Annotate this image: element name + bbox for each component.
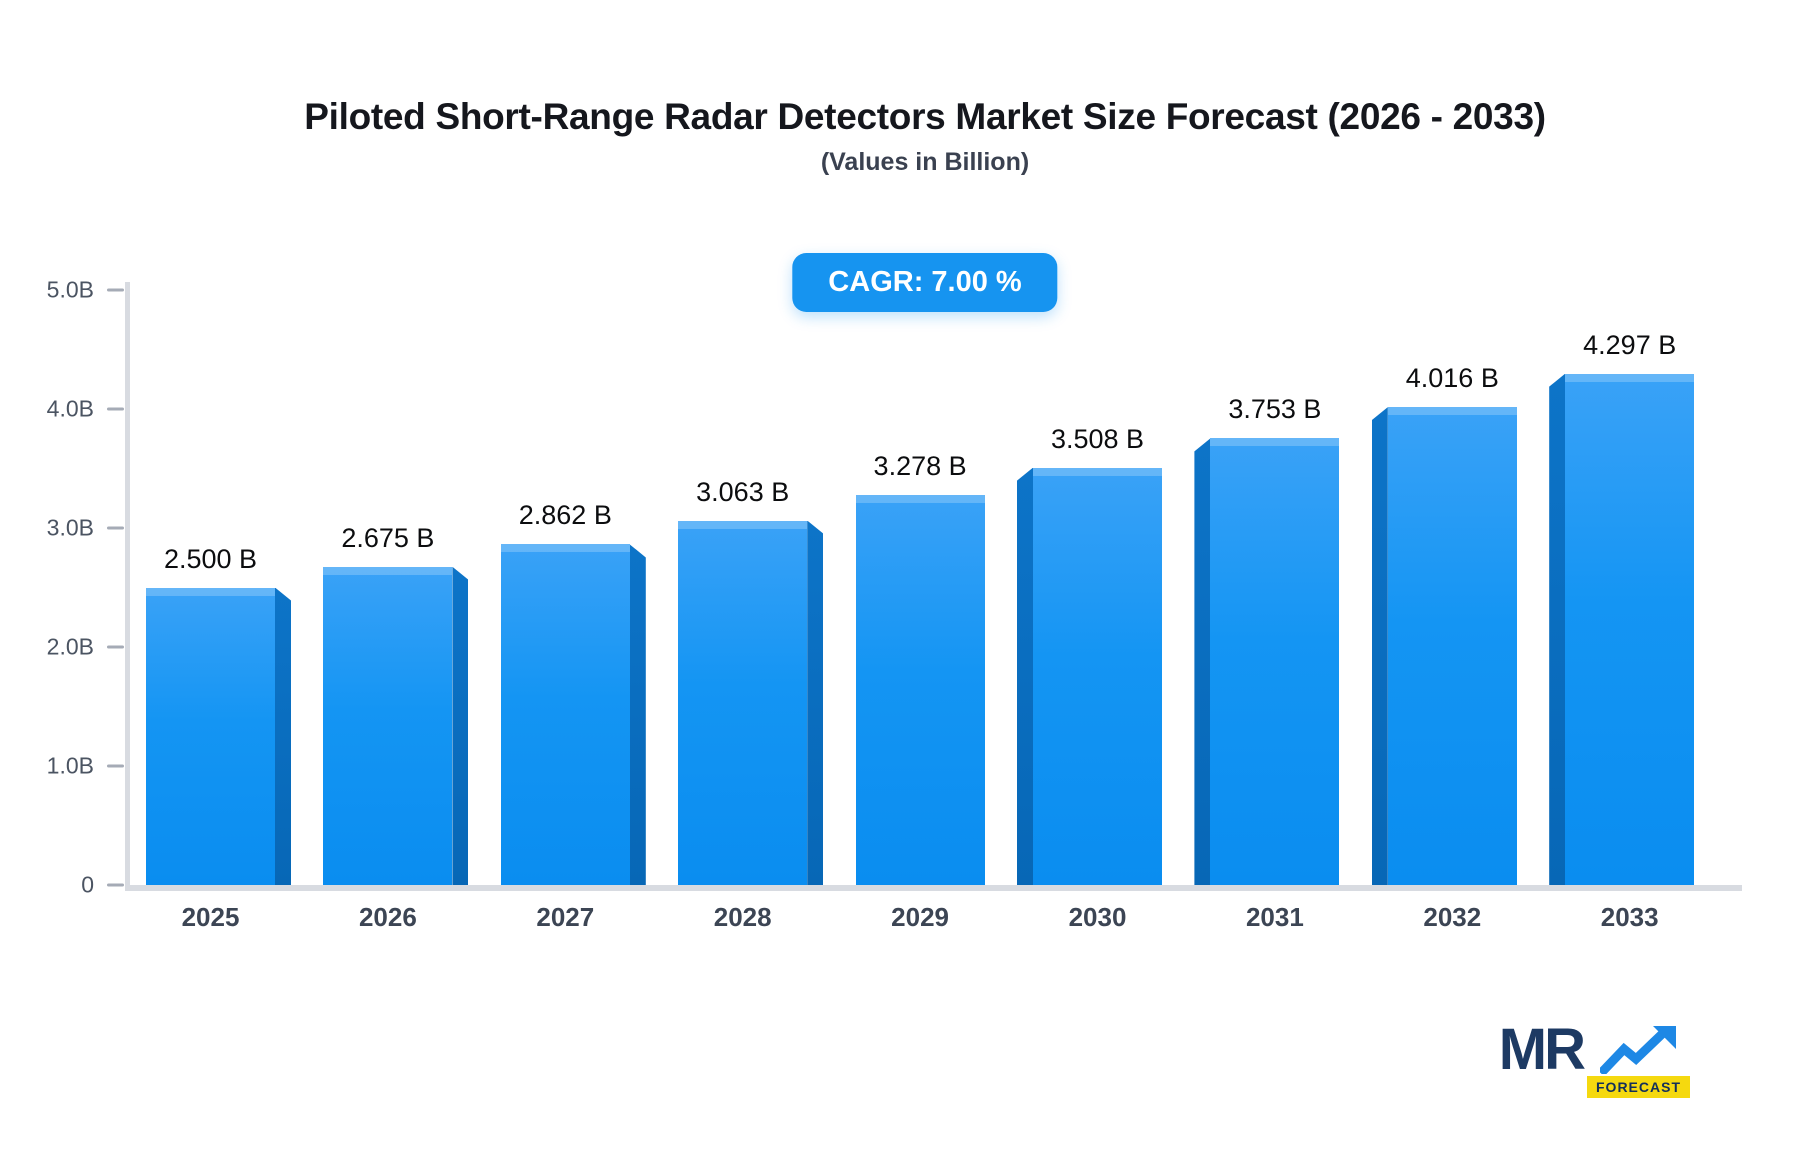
y-tick-label: 4.0B xyxy=(46,395,94,422)
logo-right-block: FORECAST xyxy=(1587,1024,1690,1098)
x-label-2031: 2031 xyxy=(1245,902,1304,932)
y-tick-label: 0 xyxy=(81,871,94,898)
cagr-badge: CAGR: 7.00 % xyxy=(792,253,1058,312)
y-tick-label: 1.0B xyxy=(46,752,94,779)
bar-face-2030 xyxy=(1033,467,1162,885)
y-tick-dash xyxy=(107,764,124,768)
y-tick-label: 2.0B xyxy=(46,633,94,660)
bar-face-2028 xyxy=(678,520,808,885)
y-tick-dash xyxy=(107,288,124,292)
value-label-2029: 3.278 B xyxy=(873,450,967,481)
y-tick-4.0B: 4.0B xyxy=(0,396,124,423)
x-label-2025: 2025 xyxy=(181,902,240,932)
value-label-2025: 2.500 B xyxy=(163,543,258,574)
y-tick-dash xyxy=(107,883,124,887)
bar-face-2031 xyxy=(1210,438,1340,885)
value-label-2032: 4.016 B xyxy=(1405,363,1499,394)
mr-forecast-logo: MR FORECAST xyxy=(1498,1017,1690,1098)
y-tick-label: 3.0B xyxy=(46,514,94,541)
y-tick-1.0B: 1.0B xyxy=(0,753,124,780)
logo-mr-text: MR xyxy=(1498,1017,1586,1082)
bar-2026 xyxy=(323,566,469,885)
x-label-2026: 2026 xyxy=(358,902,417,932)
bar-side-2032 xyxy=(1371,407,1388,885)
value-label-2033: 4.297 B xyxy=(1583,329,1677,360)
y-tick-3.0B: 3.0B xyxy=(0,515,124,542)
y-tick-2.0B: 2.0B xyxy=(0,634,124,661)
bar-2027 xyxy=(500,544,646,885)
y-axis-line xyxy=(125,282,130,887)
bar-2031 xyxy=(1194,438,1340,885)
bar-side-2028 xyxy=(807,520,824,885)
x-label-2027: 2027 xyxy=(536,902,595,932)
cagr-badge-text: CAGR: 7.00 % xyxy=(828,266,1022,298)
value-label-2027: 2.862 B xyxy=(518,500,612,531)
bar-2028 xyxy=(678,520,824,885)
value-label-2026: 2.675 B xyxy=(341,522,435,553)
chart-subtitle: (Values in Billion) xyxy=(820,148,1030,176)
chart-title: Piloted Short-Range Radar Detectors Mark… xyxy=(304,96,1546,137)
y-tick-dash xyxy=(107,526,124,530)
value-label-2028: 3.063 B xyxy=(696,476,790,507)
bar-2029 xyxy=(855,494,985,885)
bar-side-2033 xyxy=(1549,373,1566,885)
bar-side-2027 xyxy=(629,544,646,885)
bar-side-2026 xyxy=(452,566,469,885)
x-axis-line xyxy=(125,885,1742,891)
bar-face-2026 xyxy=(323,566,453,885)
y-tick-dash xyxy=(107,407,124,411)
x-label-2033: 2033 xyxy=(1600,902,1659,932)
logo-forecast-text: FORECAST xyxy=(1587,1076,1690,1098)
y-tick-dash xyxy=(107,645,124,649)
bar-2033 xyxy=(1549,373,1695,885)
plot-area: 5.0B 4.0B 3.0B 2.0B 1.0B 0 2.500 B 2025 2.675 B 2… xyxy=(47,277,1742,932)
x-label-2030: 2030 xyxy=(1068,902,1127,932)
value-label-2031: 3.753 B xyxy=(1228,394,1322,425)
bar-2025 xyxy=(146,587,291,885)
y-tick-0: 0 xyxy=(0,872,124,899)
trend-arrow-icon xyxy=(1599,1026,1676,1074)
bar-side-2031 xyxy=(1194,438,1211,885)
x-label-2029: 2029 xyxy=(891,902,950,932)
bar-face-2025 xyxy=(146,587,275,885)
bar-face-2027 xyxy=(500,544,630,885)
bar-face-2032 xyxy=(1387,407,1517,885)
bar-face-2033 xyxy=(1565,373,1695,885)
bar-2030 xyxy=(1017,467,1162,885)
bar-side-2030 xyxy=(1017,467,1033,885)
y-tick-5.0B: 5.0B xyxy=(0,277,124,304)
bar-face-2029 xyxy=(855,494,985,885)
x-label-2032: 2032 xyxy=(1423,902,1482,932)
value-label-2030: 3.508 B xyxy=(1050,423,1145,454)
x-label-2028: 2028 xyxy=(713,902,772,932)
bar-side-2025 xyxy=(275,587,291,885)
y-tick-label: 5.0B xyxy=(46,276,94,303)
bar-2032 xyxy=(1371,407,1517,885)
